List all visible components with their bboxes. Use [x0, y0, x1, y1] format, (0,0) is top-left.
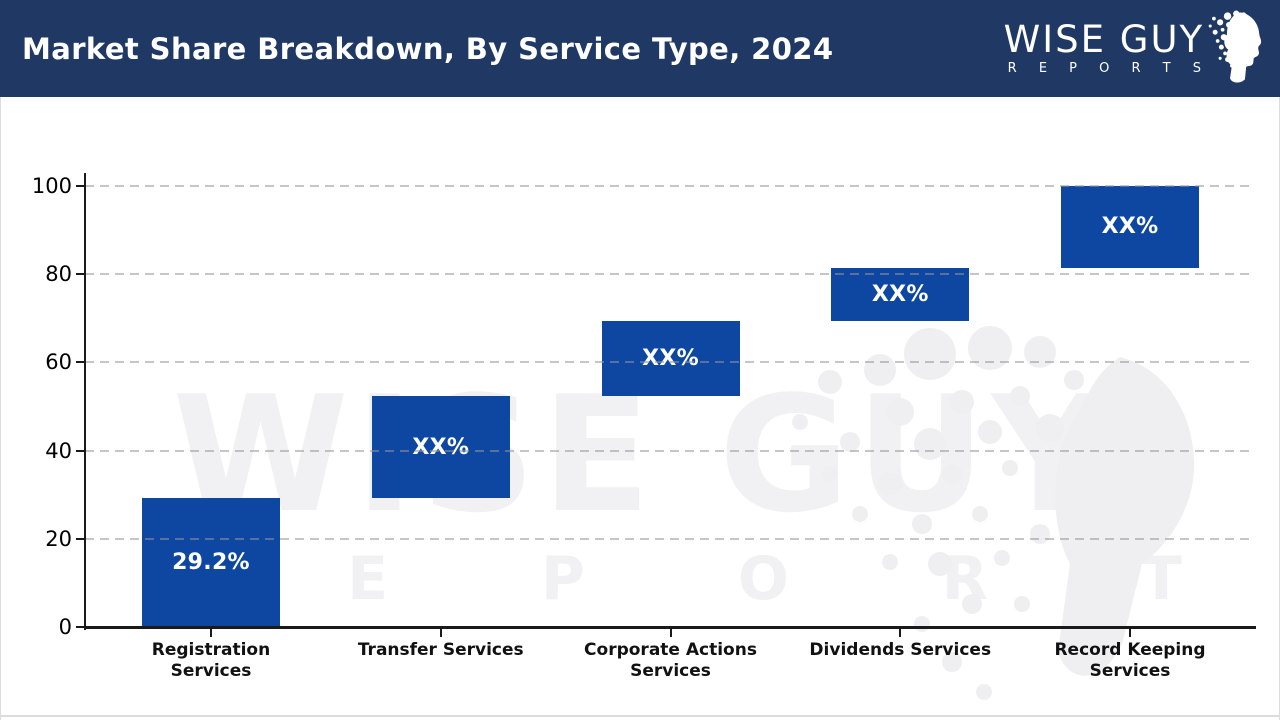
y-axis: [84, 172, 86, 630]
bar-value-label: 29.2%: [172, 550, 250, 576]
x-tick-registration-services: [210, 629, 212, 637]
x-category-label-transfer-services: Transfer Services: [316, 640, 566, 661]
y-tick-20: [76, 537, 84, 540]
y-tick-label-80: 80: [45, 262, 72, 287]
logo-wordmark: WISE GUY: [1003, 18, 1205, 61]
x-axis: [84, 626, 1256, 629]
x-category-label-line: Registration: [151, 640, 271, 660]
gridline-20: [85, 537, 1255, 540]
x-tick-transfer-services: [439, 629, 442, 637]
bar-corporate-actions-services: XX%: [601, 321, 740, 396]
x-category-label-line: Record Keeping: [1054, 640, 1206, 660]
bar-transfer-services: XX%: [371, 395, 510, 499]
header-bar: Market Share Breakdown, By Service Type,…: [0, 0, 1280, 97]
y-tick-label-100: 100: [31, 174, 72, 198]
x-tick-corporate-actions-services: [669, 629, 672, 637]
bar-registration-services: 29.2%: [142, 498, 280, 627]
x-category-label-corporate-actions-services: Corporate Actions Services: [546, 640, 796, 681]
x-category-label-record-keeping-services: Record Keeping Services: [1005, 640, 1255, 681]
y-tick-40: [76, 449, 84, 452]
y-tick-label-20: 20: [45, 526, 72, 551]
x-tick-record-keeping-services: [1129, 629, 1131, 637]
wiseguy-logo: WISE GUY R E P O R T S: [1004, 8, 1280, 90]
bar-record-keeping-services: XX%: [1061, 186, 1199, 268]
y-tick-80: [76, 273, 84, 276]
frame-border-bottom: [0, 715, 1280, 717]
bar-value-label: XX%: [642, 346, 699, 372]
y-tick-label-60: 60: [45, 350, 72, 375]
y-tick-60: [76, 361, 84, 364]
x-category-label-registration-services: Registration Services: [86, 640, 336, 681]
x-category-label-line: Services: [170, 660, 252, 681]
page-title: Market Share Breakdown, By Service Type,…: [22, 31, 834, 66]
x-category-label-line: Services: [1089, 660, 1171, 681]
gridline-100: [85, 185, 1255, 187]
gridline-40: [85, 449, 1255, 452]
x-category-label-dividends-services: Dividends Services: [775, 640, 1025, 661]
x-tick-dividends-services: [899, 629, 902, 637]
frame-border-left: [0, 97, 1, 720]
x-category-label-line: Services: [630, 660, 711, 681]
gridline-80: [85, 273, 1255, 276]
x-category-label-line: Corporate Actions: [584, 640, 757, 660]
bar-dividends-services: XX%: [831, 267, 970, 322]
x-category-label-line: Transfer Services: [357, 640, 524, 660]
bar-value-label: XX%: [871, 281, 929, 307]
bar-value-label: XX%: [412, 434, 470, 460]
y-tick-0: [76, 626, 84, 628]
y-tick-label-40: 40: [45, 438, 72, 463]
wiseguy-head-icon: [1208, 10, 1262, 83]
bar-value-label: XX%: [1101, 214, 1159, 240]
y-tick-label-0: 0: [58, 615, 72, 639]
y-tick-100: [76, 185, 84, 187]
gridline-60: [85, 361, 1255, 364]
logo-subtext: R E P O R T S: [1007, 61, 1210, 76]
x-category-label-line: Dividends Services: [809, 640, 992, 660]
